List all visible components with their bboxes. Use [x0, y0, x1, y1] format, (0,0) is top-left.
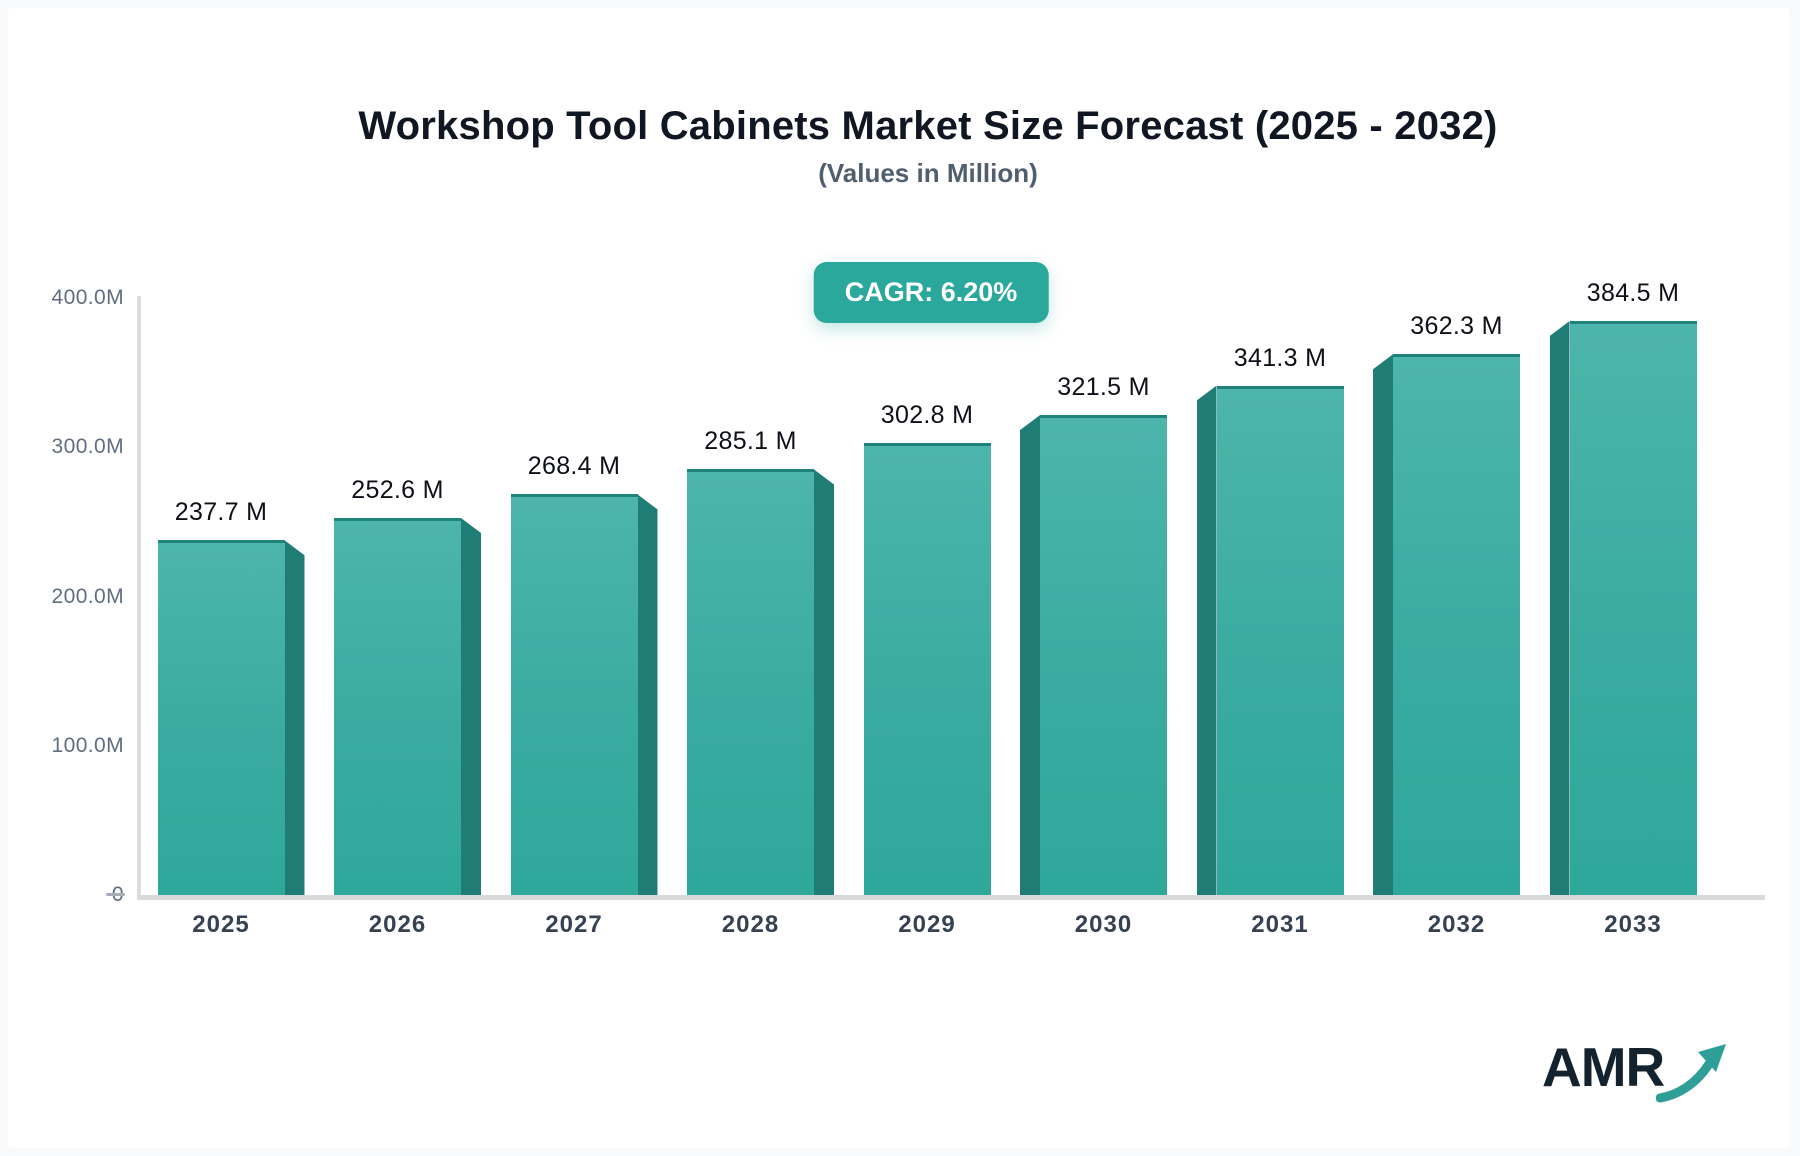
bar	[510, 494, 638, 895]
amr-logo: AMR	[1542, 1040, 1728, 1104]
y-tick-label: 200.0M	[51, 584, 124, 608]
bar-side-face	[1549, 321, 1570, 895]
x-tick-label: 2027	[545, 911, 603, 938]
x-tick-label: 2030	[1074, 911, 1133, 938]
bar	[1216, 385, 1344, 895]
zero-tick-mark	[106, 893, 125, 896]
trend-up-arrow-icon	[1656, 1044, 1727, 1103]
x-axis-baseline	[137, 895, 1765, 900]
bar-side-face	[284, 540, 305, 895]
bar-value-label: 237.7 M	[174, 498, 268, 527]
chart-card: Workshop Tool Cabinets Market Size Forec…	[8, 8, 1790, 1148]
bar-value-label: 321.5 M	[1057, 373, 1150, 402]
x-tick-label: 2032	[1427, 911, 1486, 938]
x-tick-label: 2025	[192, 911, 250, 938]
bar-side-face	[637, 494, 658, 895]
bar-value-label: 268.4 M	[527, 452, 621, 481]
y-tick-label: 400.0M	[51, 286, 124, 309]
amr-logo-text: AMR	[1542, 1036, 1665, 1098]
bar-value-label: 384.5 M	[1586, 279, 1680, 308]
bar	[1393, 354, 1520, 895]
bar	[1040, 415, 1167, 895]
bar-side-face	[1373, 354, 1393, 895]
bar-value-label: 285.1 M	[704, 427, 797, 456]
bar	[687, 469, 814, 895]
chart-title: Workshop Tool Cabinets Market Size Forec…	[358, 104, 1498, 148]
cagr-badge: CAGR: 6.20%	[813, 262, 1049, 323]
y-axis-line	[137, 296, 141, 900]
bar-side-face	[1196, 385, 1217, 895]
bar-side-face	[1020, 415, 1040, 895]
bar	[863, 443, 991, 895]
x-tick-label: 2033	[1604, 911, 1662, 938]
bar-value-label: 302.8 M	[880, 401, 974, 430]
bar	[1569, 321, 1697, 895]
x-tick-label: 2028	[721, 911, 780, 938]
bar-side-face	[814, 469, 834, 895]
bar	[334, 517, 461, 895]
bar-value-label: 362.3 M	[1410, 312, 1503, 341]
bar-value-label: 341.3 M	[1233, 343, 1327, 372]
bar	[157, 540, 285, 895]
y-tick-label: 100.0M	[51, 733, 124, 757]
x-tick-label: 2031	[1251, 911, 1309, 938]
x-tick-label: 2026	[368, 911, 427, 938]
x-tick-label: 2029	[898, 911, 956, 938]
y-tick-label: 300.0M	[51, 435, 124, 459]
bar-value-label: 252.6 M	[351, 475, 444, 504]
chart-subtitle: (Values in Million)	[818, 158, 1038, 188]
bar-side-face	[461, 517, 481, 895]
